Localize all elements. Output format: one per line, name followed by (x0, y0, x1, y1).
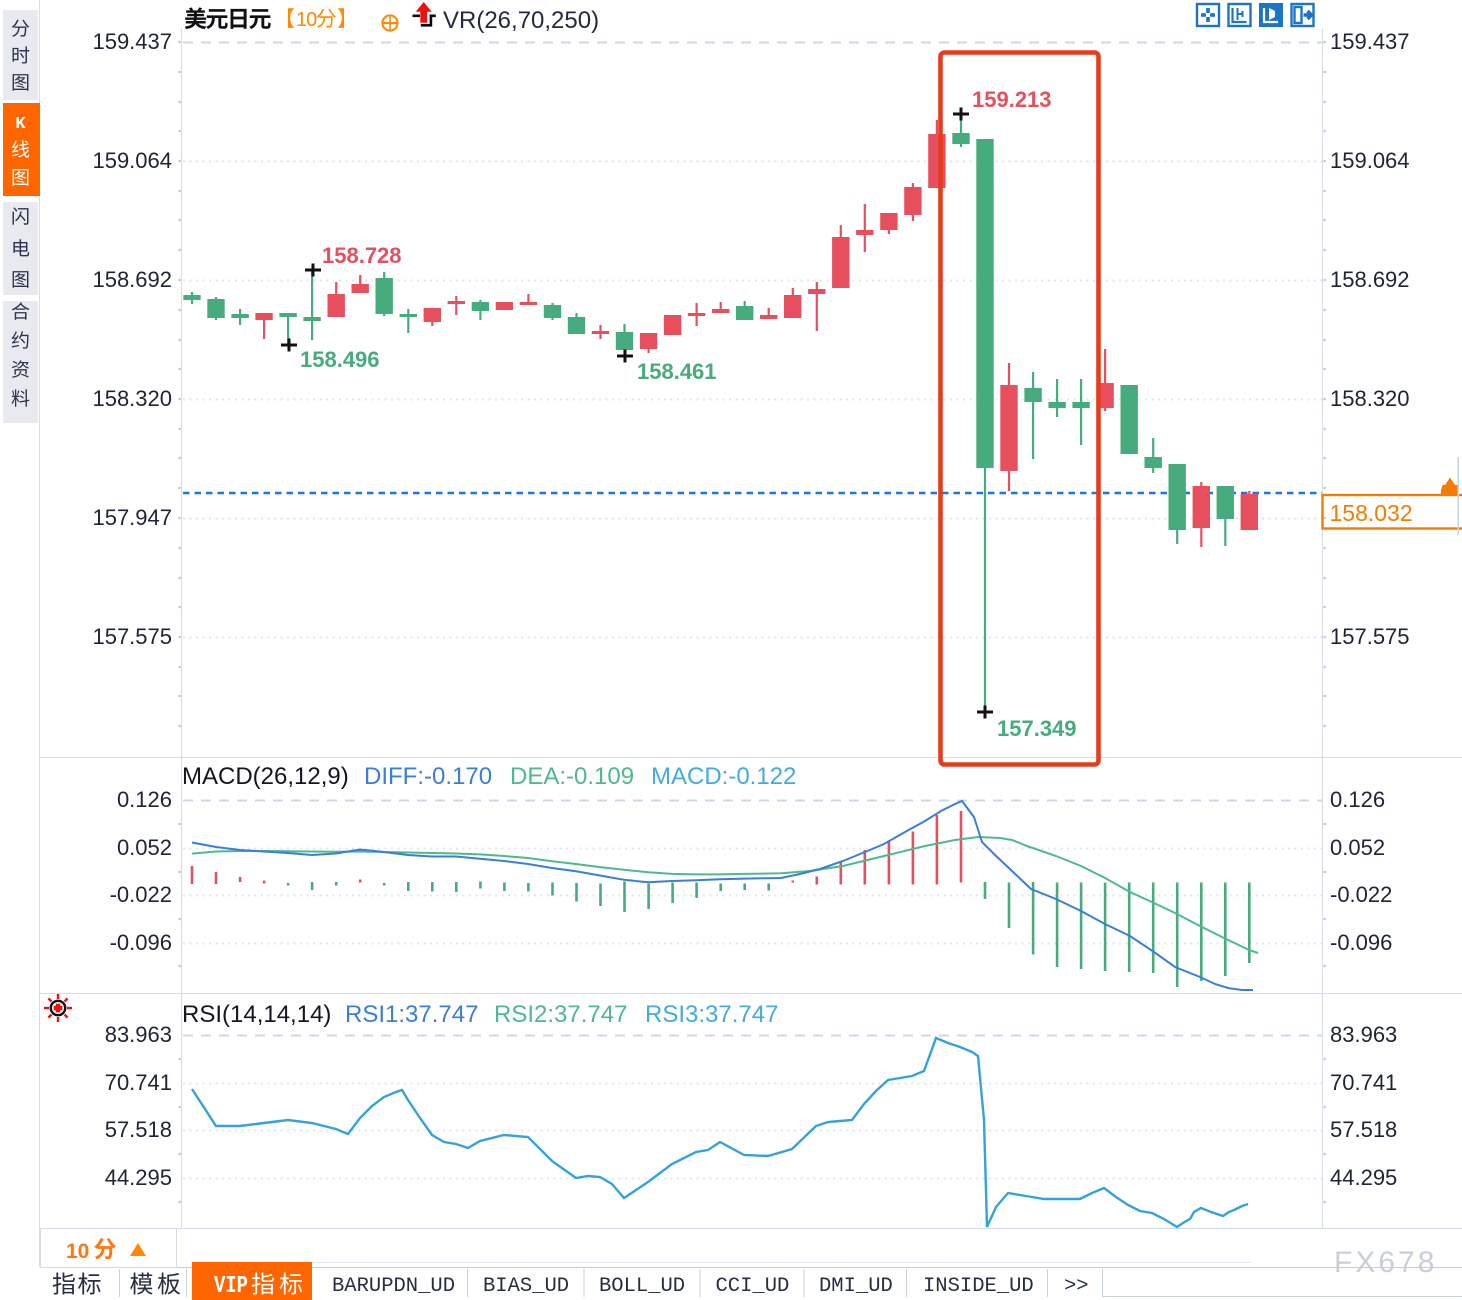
svg-text:158.496: 158.496 (300, 347, 380, 372)
svg-text:-0.022: -0.022 (110, 882, 172, 907)
svg-text:159.213: 159.213 (972, 87, 1052, 112)
svg-text:INSIDE_UD: INSIDE_UD (923, 1275, 1034, 1298)
svg-text:RSI3:37.747: RSI3:37.747 (645, 1001, 778, 1028)
svg-text:158.692: 158.692 (92, 267, 172, 292)
svg-text:158.320: 158.320 (1330, 386, 1410, 411)
svg-text:159.437: 159.437 (92, 29, 172, 54)
svg-text:157.575: 157.575 (92, 624, 172, 649)
svg-text:-0.022: -0.022 (1330, 882, 1392, 907)
svg-text:10: 10 (66, 1240, 89, 1263)
svg-text:RSI1:37.747: RSI1:37.747 (345, 1001, 478, 1028)
svg-text:BIAS_UD: BIAS_UD (483, 1275, 569, 1298)
svg-text:-0.096: -0.096 (110, 930, 172, 955)
svg-text:0.126: 0.126 (1330, 787, 1385, 812)
svg-text:70.741: 70.741 (1330, 1070, 1397, 1095)
svg-text:10: 10 (296, 9, 317, 31)
svg-text:0.126: 0.126 (117, 787, 172, 812)
svg-text:70.741: 70.741 (105, 1070, 172, 1095)
svg-text:0.052: 0.052 (117, 835, 172, 860)
svg-text:CCI_UD: CCI_UD (716, 1275, 790, 1298)
svg-text:FX678: FX678 (1334, 1246, 1437, 1279)
svg-text:RSI2:37.747: RSI2:37.747 (494, 1001, 627, 1028)
svg-text:VIP: VIP (214, 1273, 248, 1300)
svg-text:44.295: 44.295 (105, 1165, 172, 1190)
svg-text:159.437: 159.437 (1330, 29, 1410, 54)
svg-text:57.518: 57.518 (105, 1117, 172, 1142)
svg-text:158.320: 158.320 (92, 386, 172, 411)
svg-text:159.064: 159.064 (1330, 148, 1410, 173)
svg-text:>>: >> (1064, 1275, 1089, 1298)
svg-text:157.575: 157.575 (1330, 624, 1410, 649)
svg-text:DEA:-0.109: DEA:-0.109 (510, 763, 634, 790)
svg-text:158.692: 158.692 (1330, 267, 1410, 292)
svg-text:DIFF:-0.170: DIFF:-0.170 (364, 763, 492, 790)
svg-text:VR(26,70,250): VR(26,70,250) (443, 7, 599, 34)
svg-text:83.963: 83.963 (1330, 1022, 1397, 1047)
svg-text:K: K (15, 115, 26, 134)
svg-text:MACD:-0.122: MACD:-0.122 (651, 763, 796, 790)
svg-text:DMI_UD: DMI_UD (819, 1275, 893, 1298)
svg-text:83.963: 83.963 (105, 1022, 172, 1047)
svg-text:BARUPDN_UD: BARUPDN_UD (332, 1275, 455, 1298)
svg-text:158.032: 158.032 (1330, 500, 1413, 526)
svg-text:157.349: 157.349 (997, 716, 1077, 741)
svg-text:BOLL_UD: BOLL_UD (599, 1275, 685, 1298)
svg-text:57.518: 57.518 (1330, 1117, 1397, 1142)
svg-text:44.295: 44.295 (1330, 1165, 1397, 1190)
svg-text:158.728: 158.728 (322, 243, 402, 268)
svg-text:157.947: 157.947 (92, 505, 172, 530)
svg-text:158.461: 158.461 (637, 359, 717, 384)
svg-text:MACD(26,12,9): MACD(26,12,9) (182, 763, 349, 790)
svg-text:-0.096: -0.096 (1330, 930, 1392, 955)
svg-text:159.064: 159.064 (92, 148, 172, 173)
svg-text:RSI(14,14,14): RSI(14,14,14) (182, 1001, 331, 1028)
svg-text:0.052: 0.052 (1330, 835, 1385, 860)
